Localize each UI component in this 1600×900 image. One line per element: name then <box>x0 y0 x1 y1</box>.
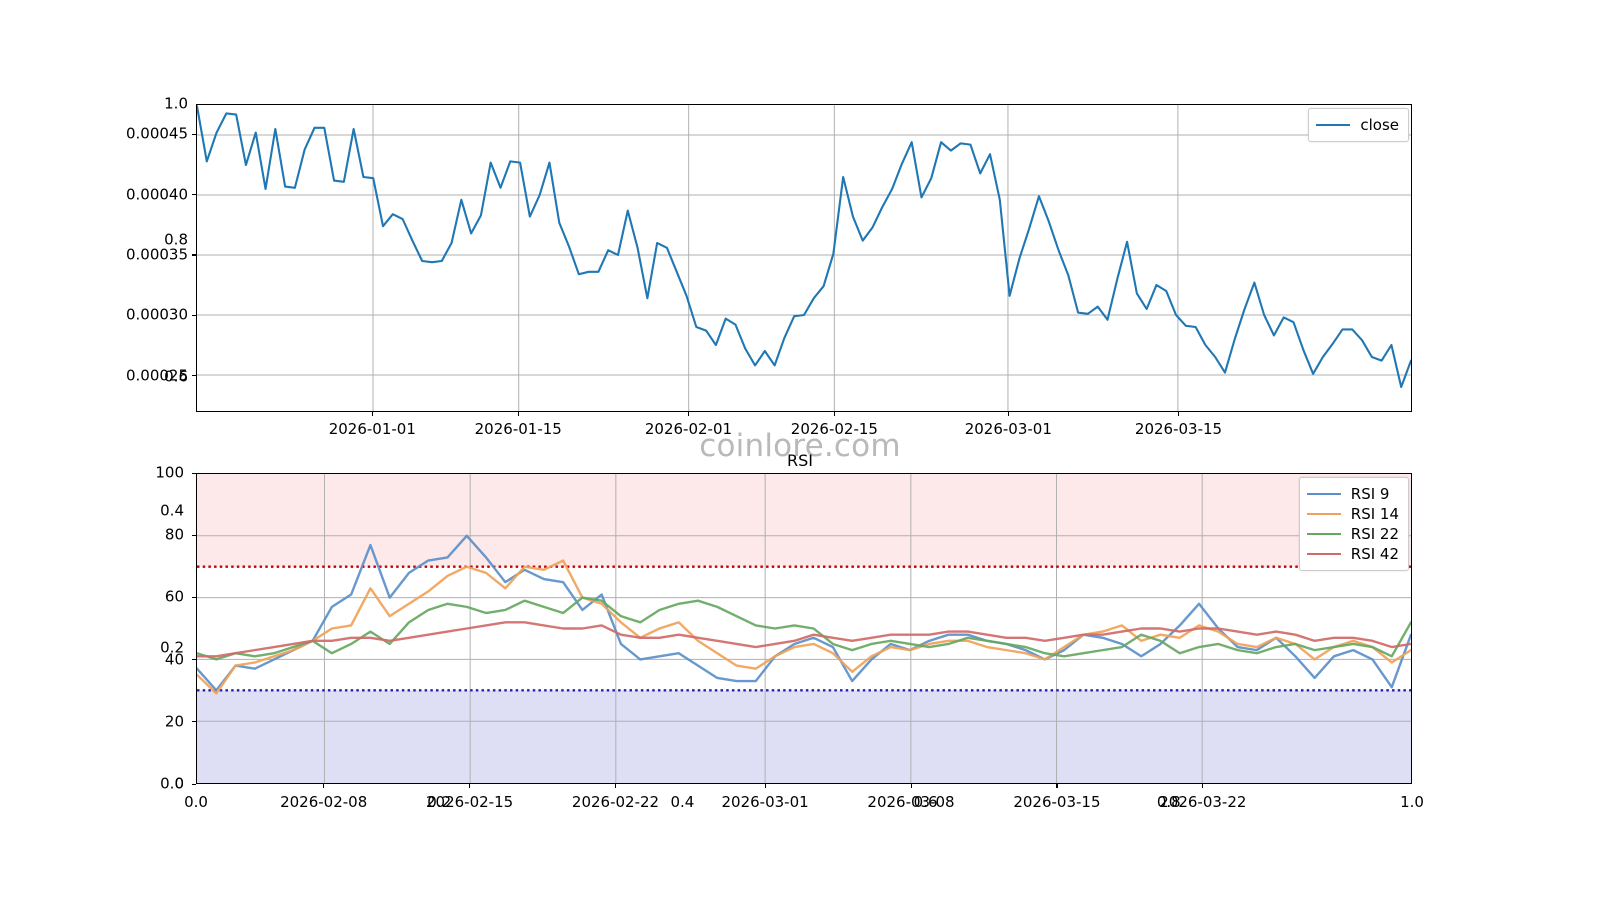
price-y-tick-label: 0.00030 <box>125 305 188 324</box>
rsi-x-tick-normalized-label: 0.2 <box>427 793 452 811</box>
legend-entry: close <box>1316 115 1399 135</box>
price-x-tick-label: 2026-01-15 <box>474 420 562 438</box>
rsi-x-tick-normalized-label: 0.0 <box>184 793 208 811</box>
price-y-tick-label: 0.00035 <box>125 245 188 264</box>
rsi-x-tickmark <box>910 784 912 788</box>
rsi-y-tick-label: 80 <box>164 525 184 544</box>
price-x-tick-label: 2026-03-15 <box>1134 420 1223 438</box>
legend-color-swatch <box>1306 493 1341 495</box>
price-x-tickmark <box>833 412 835 416</box>
rsi-y-tick-label: 100 <box>155 463 184 482</box>
price-x-tick-label: 2026-02-01 <box>644 420 733 438</box>
rsi-y-tick-label: 60 <box>164 587 184 606</box>
rsi-series-canvas <box>197 474 1411 783</box>
price-y-tickmark <box>192 194 196 196</box>
price-y-tickmark <box>192 375 196 377</box>
rsi-x-tick-label: 2026-03-15 <box>1013 793 1101 811</box>
legend-entry: RSI 42 <box>1306 544 1399 564</box>
rsi-x-tickmark <box>469 784 471 788</box>
rsi-y-tick-label: 0 <box>174 774 184 793</box>
rsi-y-tickmark <box>192 659 196 661</box>
rsi-legend[interactable]: RSI 9 RSI 14 RSI 22 RSI 42 <box>1298 477 1409 571</box>
rsi-y-tickmark <box>192 472 196 474</box>
price-plot-frame <box>196 104 1412 412</box>
rsi-x-tickmark <box>1202 784 1204 788</box>
price-y-tick-label: 0.00025 <box>125 366 188 385</box>
price-x-tick-label: 2026-02-15 <box>790 420 878 438</box>
price-y-tick-normalized-label: 0.6 <box>164 367 188 386</box>
legend-entry-label: RSI 42 <box>1350 544 1399 563</box>
legend-entry-label: close <box>1360 115 1399 134</box>
price-x-tickmark <box>687 412 690 416</box>
rsi-y-tick-normalized-label: 0.4 <box>160 501 184 520</box>
rsi-y-tickmark <box>192 783 196 785</box>
legend-color-swatch <box>1316 124 1351 126</box>
price-legend[interactable]: close <box>1308 108 1409 142</box>
legend-entry: RSI 22 <box>1306 524 1399 544</box>
rsi-x-tickmark <box>323 784 325 788</box>
legend-entry-label: RSI 14 <box>1350 504 1399 523</box>
price-y-tick-label: 0.00045 <box>125 124 188 143</box>
legend-color-swatch <box>1306 553 1341 555</box>
rsi-x-tick-label: 2026-03-22 <box>1159 793 1247 811</box>
price-chart-panel: close <box>196 104 1412 412</box>
rsi-y-tick-label: 40 <box>164 650 184 669</box>
rsi-chart-panel: RSI 9 RSI 14 RSI 22 RSI 42 <box>196 473 1412 784</box>
price-y-tick-normalized-label: 0.8 <box>164 230 188 249</box>
price-x-tick-label: 2026-03-01 <box>964 420 1052 438</box>
price-y-tick-label: 0.00040 <box>125 185 188 204</box>
rsi-x-tick-normalized-label: 0.6 <box>913 793 938 811</box>
rsi-x-tickmark <box>615 784 617 788</box>
rsi-x-tickmark <box>764 784 766 788</box>
legend-color-swatch <box>1306 533 1341 535</box>
legend-entry-label: RSI 22 <box>1350 524 1399 543</box>
price-y-tickmark <box>192 133 196 135</box>
legend-color-swatch <box>1306 513 1341 515</box>
price-series-canvas <box>197 105 1411 411</box>
rsi-y-tick-normalized-label: 0.0 <box>160 774 184 793</box>
rsi-y-tickmark <box>192 534 196 536</box>
price-y-tick-normalized-label: 1.0 <box>164 94 188 113</box>
price-x-tickmark <box>517 412 519 416</box>
legend-entry: RSI 9 <box>1306 484 1399 504</box>
rsi-x-tick-label: 2026-02-08 <box>280 793 368 811</box>
rsi-y-tick-normalized-label: 0.2 <box>160 638 184 657</box>
rsi-x-tick-normalized-label: 0.8 <box>1156 793 1181 811</box>
rsi-x-tickmark <box>1056 784 1058 788</box>
legend-entry: RSI 14 <box>1306 504 1399 524</box>
price-x-tickmark <box>371 412 373 416</box>
rsi-y-tickmark <box>192 721 196 723</box>
rsi-chart-title: RSI <box>787 451 813 470</box>
price-x-tick-label: 2026-01-01 <box>328 420 416 438</box>
rsi-y-tickmark <box>192 596 196 598</box>
price-y-tickmark <box>192 314 196 316</box>
rsi-x-tick-label: 2026-03-08 <box>867 793 955 811</box>
legend-entry-label: RSI 9 <box>1350 484 1390 503</box>
price-x-tickmark <box>1178 412 1180 416</box>
price-y-tickmark <box>192 254 196 256</box>
rsi-x-tick-normalized-label: 1.0 <box>1400 793 1424 811</box>
price-x-tickmark <box>1007 412 1009 416</box>
rsi-x-tick-label: 2026-03-01 <box>721 793 809 811</box>
rsi-x-tick-label: 2026-02-15 <box>426 793 514 811</box>
rsi-x-tick-normalized-label: 0.4 <box>670 793 695 811</box>
rsi-y-tick-label: 20 <box>164 712 184 731</box>
rsi-plot-frame <box>196 473 1412 784</box>
rsi-x-tick-label: 2026-02-22 <box>571 793 660 811</box>
